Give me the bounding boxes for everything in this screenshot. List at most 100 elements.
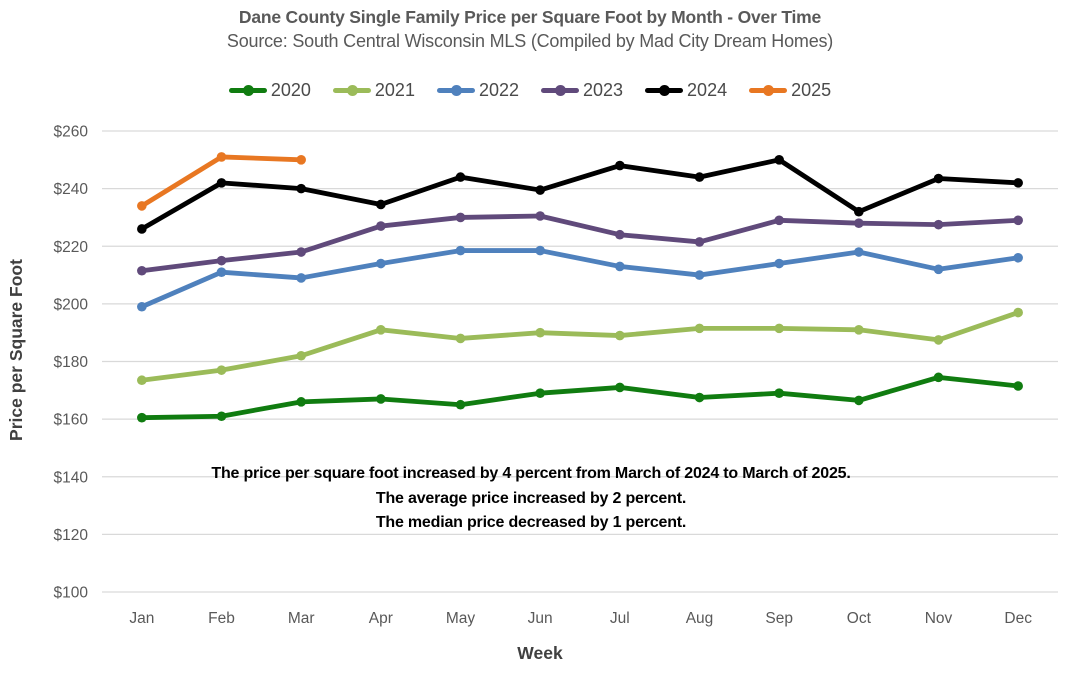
x-tick-label-Mar: Mar — [288, 610, 315, 627]
series-marker-2024-Mar — [296, 183, 306, 194]
series-marker-2021-Jun — [535, 327, 545, 338]
series-marker-2022-Dec — [1013, 252, 1023, 263]
series-marker-2024-May — [455, 172, 466, 182]
series-marker-2020-Mar — [296, 397, 306, 407]
series-marker-2021-Oct — [854, 325, 864, 335]
legend-marker-icon-2024 — [645, 85, 684, 96]
series-marker-2023-Sep — [774, 215, 784, 226]
series-marker-2023-Apr — [376, 221, 386, 231]
y-tick-label-200: $200 — [54, 296, 89, 313]
legend-item-2020: 2020 — [228, 80, 311, 101]
legend-item-2024: 2024 — [645, 80, 727, 101]
series-line-2024 — [139, 157, 1021, 232]
legend-label-2020: 2020 — [270, 80, 311, 100]
y-tick-label-240: $240 — [54, 181, 89, 198]
series-marker-2024-Nov — [933, 173, 944, 184]
x-tick-label-Oct: Oct — [847, 610, 872, 627]
series-marker-2021-Apr — [376, 325, 386, 335]
series-marker-2022-Jul — [615, 261, 625, 272]
series-marker-2021-Jul — [615, 330, 625, 341]
series-marker-2025-Feb — [216, 152, 227, 162]
series-marker-2020-Aug — [694, 392, 705, 403]
series-marker-2021-Nov — [933, 335, 944, 345]
series-marker-2023-Feb — [216, 255, 227, 266]
series-marker-2020-Apr — [376, 394, 386, 404]
annotation-line-1: The price per square foot increased by 4… — [211, 465, 851, 482]
x-tick-label-Nov: Nov — [925, 610, 953, 627]
x-tick-label-May: May — [446, 610, 476, 627]
series-line-2020 — [139, 374, 1021, 421]
legend-label-2025: 2025 — [791, 80, 832, 100]
series-marker-2022-Feb — [216, 267, 227, 277]
series-marker-2023-Jun — [535, 211, 545, 221]
series-marker-2022-Jan — [137, 301, 147, 312]
annotation-line-3: The median price decreased by 1 percent. — [375, 514, 687, 531]
x-tick-label-Feb: Feb — [208, 610, 235, 627]
annotation-line-2: The average price increased by 2 percent… — [375, 489, 687, 507]
x-tick-label-Dec: Dec — [1004, 610, 1032, 627]
y-axis-title: Price per Square Foot — [6, 259, 26, 441]
y-tick-label-120: $120 — [54, 527, 89, 544]
series-marker-2020-Feb — [216, 411, 227, 422]
series-marker-2021-Dec — [1013, 307, 1023, 318]
legend-item-2023: 2023 — [541, 80, 623, 101]
legend-item-2025: 2025 — [749, 80, 831, 101]
series-marker-2023-Mar — [296, 247, 306, 257]
series-line-2023 — [139, 213, 1021, 274]
y-tick-label-180: $180 — [54, 354, 89, 371]
series-marker-2021-May — [455, 333, 466, 344]
legend-marker-icon-2023 — [541, 85, 579, 96]
legend-label-2021: 2021 — [374, 80, 415, 100]
series-marker-2021-Sep — [774, 323, 784, 334]
series-line-2021 — [139, 310, 1021, 383]
series-marker-2022-Nov — [933, 264, 944, 275]
y-tick-label-100: $100 — [54, 585, 89, 602]
series-marker-2024-Aug — [694, 172, 705, 182]
series-marker-2022-Sep — [774, 258, 784, 269]
series-marker-2025-Mar — [296, 155, 306, 165]
series-marker-2022-Oct — [854, 247, 864, 257]
series-marker-2022-Aug — [694, 270, 705, 280]
legend-marker-icon-2022 — [436, 85, 475, 96]
series-marker-2020-Oct — [854, 395, 864, 406]
series-marker-2024-Jan — [137, 224, 147, 234]
series-marker-2023-May — [455, 212, 466, 223]
legend: 2020 2021 2022 2023 2024 2025 — [0, 80, 1060, 101]
legend-label-2023: 2023 — [583, 80, 624, 100]
series-marker-2023-Aug — [694, 237, 705, 247]
legend-label-2024: 2024 — [687, 80, 728, 100]
series-marker-2022-Apr — [376, 258, 386, 269]
legend-item-2021: 2021 — [332, 80, 415, 101]
chart-subtitle: Source: South Central Wisconsin MLS (Com… — [226, 31, 834, 51]
x-tick-label-Apr: Apr — [369, 610, 393, 627]
x-tick-label-Jun: Jun — [528, 610, 553, 627]
series-marker-2024-Apr — [376, 199, 386, 210]
x-axis-title: Week — [517, 643, 563, 663]
y-tick-label-260: $260 — [54, 124, 89, 141]
series-marker-2024-Feb — [216, 178, 227, 188]
series-marker-2024-Dec — [1013, 178, 1023, 188]
series-marker-2024-Sep — [774, 155, 784, 165]
y-tick-label-220: $220 — [54, 239, 89, 256]
series-marker-2023-Nov — [933, 219, 944, 230]
x-tick-label-Aug: Aug — [686, 610, 714, 627]
legend-marker-icon-2021 — [332, 85, 371, 96]
series-marker-2021-Feb — [216, 365, 227, 375]
legend-marker-icon-2020 — [228, 85, 267, 96]
series-line-2022 — [139, 248, 1021, 310]
series-marker-2022-Mar — [296, 273, 306, 283]
series-marker-2023-Dec — [1013, 215, 1023, 226]
series-marker-2023-Jul — [615, 229, 625, 240]
legend-label-2022: 2022 — [478, 80, 519, 100]
y-tick-label-140: $140 — [54, 469, 89, 486]
series-marker-2020-Jul — [615, 382, 625, 393]
series-marker-2024-Oct — [854, 206, 864, 217]
series-marker-2024-Jul — [615, 160, 625, 171]
series-marker-2020-Jun — [535, 388, 545, 398]
series-marker-2021-Jan — [137, 375, 147, 386]
series-marker-2025-Jan — [137, 201, 147, 211]
x-tick-label-Sep: Sep — [765, 610, 793, 627]
series-marker-2022-May — [455, 245, 466, 256]
